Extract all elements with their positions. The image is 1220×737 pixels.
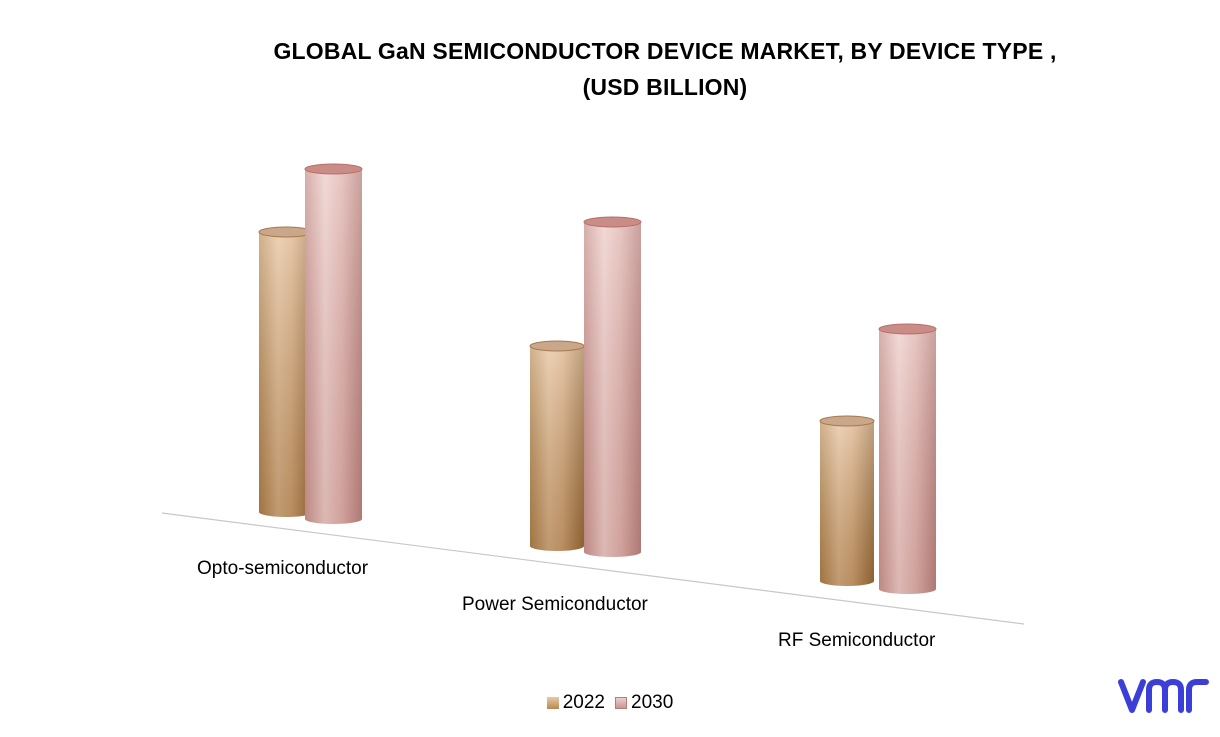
bar-2030-power-semiconductor <box>583 216 642 557</box>
x-tick-label: Power Semiconductor <box>462 594 648 615</box>
chart-title: GLOBAL GaN SEMICONDUCTOR DEVICE MARKET, … <box>273 38 1057 64</box>
bar-shade <box>820 421 874 586</box>
bar-top <box>878 323 937 335</box>
bar-2022-power-semiconductor <box>529 340 585 551</box>
chart-subtitle: (USD BILLION) <box>582 74 748 100</box>
bar-shade <box>305 169 362 524</box>
bar-shade <box>530 346 584 551</box>
bar-2030-opto-semiconductor <box>304 163 363 524</box>
legend-label: 2022 <box>562 692 605 713</box>
x-axis-baseline <box>161 512 1025 625</box>
legend-swatch <box>546 697 559 709</box>
x-tick-label: Opto-semiconductor <box>197 558 369 579</box>
bar-top <box>529 340 585 352</box>
bar-top <box>583 216 642 228</box>
legend-swatch <box>615 697 627 709</box>
chart-legend: 2022 2030 <box>0 692 1220 714</box>
x-tick-label: RF Semiconductor <box>778 630 936 651</box>
vmr-logo <box>1118 679 1209 713</box>
bar-top <box>258 226 314 238</box>
legend-item-2022: 2022 <box>546 692 605 714</box>
bar-shade <box>584 222 641 557</box>
legend-label: 2030 <box>631 692 674 713</box>
bar-2022-opto-semiconductor <box>258 226 314 517</box>
bar-shade <box>259 232 313 517</box>
legend-item-2030: 2030 <box>615 692 673 714</box>
bar-2030-rf-semiconductor <box>878 323 937 594</box>
bar-top <box>819 415 875 427</box>
bar-2022-rf-semiconductor <box>819 415 875 586</box>
bar-shade <box>879 329 936 594</box>
bar-top <box>304 163 363 175</box>
